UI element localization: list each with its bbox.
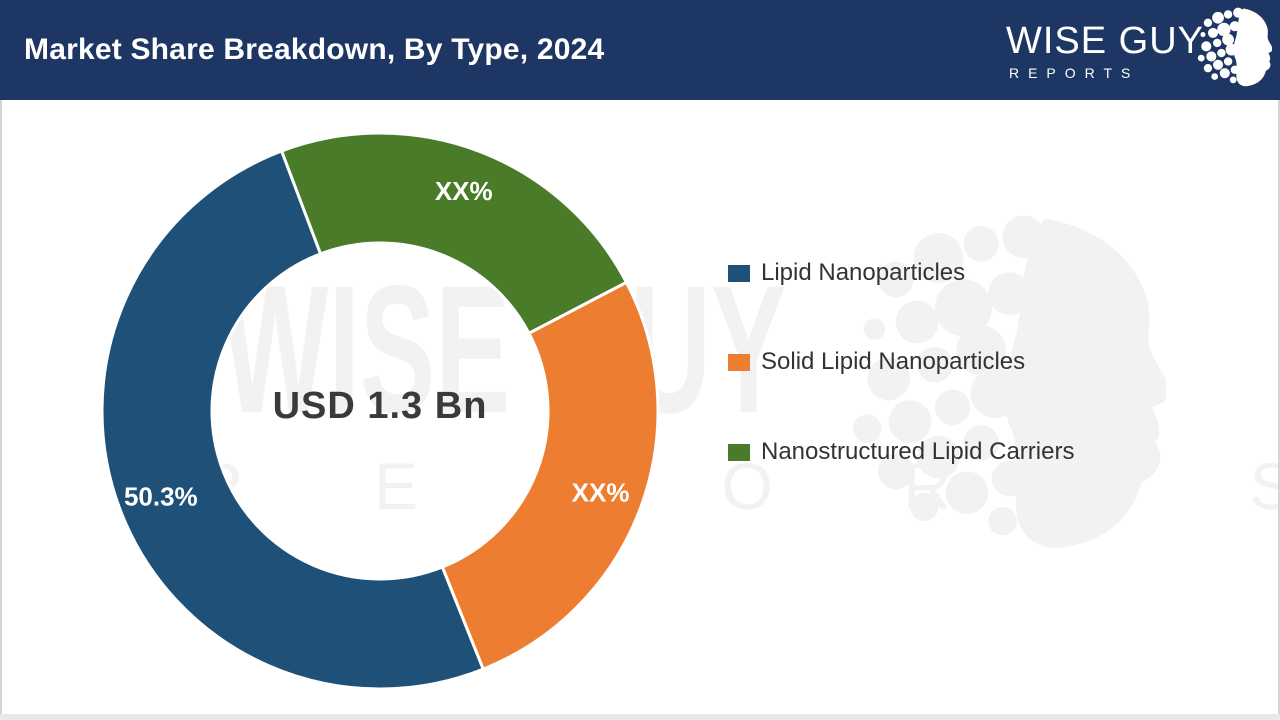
bottom-strip	[0, 714, 1280, 720]
donut-segment-label-1: XX%	[435, 176, 493, 206]
legend-label: Solid Lipid Nanoparticles	[761, 348, 1026, 375]
donut-center-value: USD 1.3 Bn	[272, 385, 488, 427]
donut-segment-label-2: XX%	[572, 478, 630, 508]
legend-label: Nanostructured Lipid Carriers	[761, 438, 1075, 465]
brand-logo-text: WISE GUY REPORTS	[1006, 22, 1204, 81]
brand-name: WISE GUY	[1005, 20, 1204, 62]
legend-swatch-orange	[728, 353, 750, 371]
legend-swatch-blue	[728, 264, 750, 282]
donut-segment-label-0: 50.3%	[124, 481, 198, 511]
header-bar: Market Share Breakdown, By Type, 2024 WI…	[0, 0, 1280, 100]
legend-item-solid-lipid-nanoparticles: Solid Lipid Nanoparticles	[728, 347, 1025, 377]
donut-segment-2	[440, 280, 660, 671]
donut-chart-area: 50.3% XX% XX% USD 1.3 Bn	[100, 131, 660, 691]
page-title: Market Share Breakdown, By Type, 2024	[24, 33, 605, 66]
legend-label: Lipid Nanoparticles	[761, 259, 966, 286]
donut-chart: 50.3% XX% XX%	[100, 131, 660, 691]
legend-swatch-green	[728, 443, 750, 461]
brand-logo: WISE GUY REPORTS	[1006, 6, 1272, 90]
legend-item-nanostructured-lipid-carriers: Nanostructured Lipid Carriers	[728, 437, 1074, 467]
donut-segment-0	[100, 149, 485, 691]
legend-item-lipid-nanoparticles: Lipid Nanoparticles	[728, 258, 965, 288]
brand-tagline: REPORTS	[1008, 65, 1140, 81]
donut-segment-1	[280, 131, 628, 335]
right-border	[1278, 100, 1280, 714]
dot-head-logo-icon	[1197, 7, 1272, 87]
left-border	[0, 100, 2, 714]
